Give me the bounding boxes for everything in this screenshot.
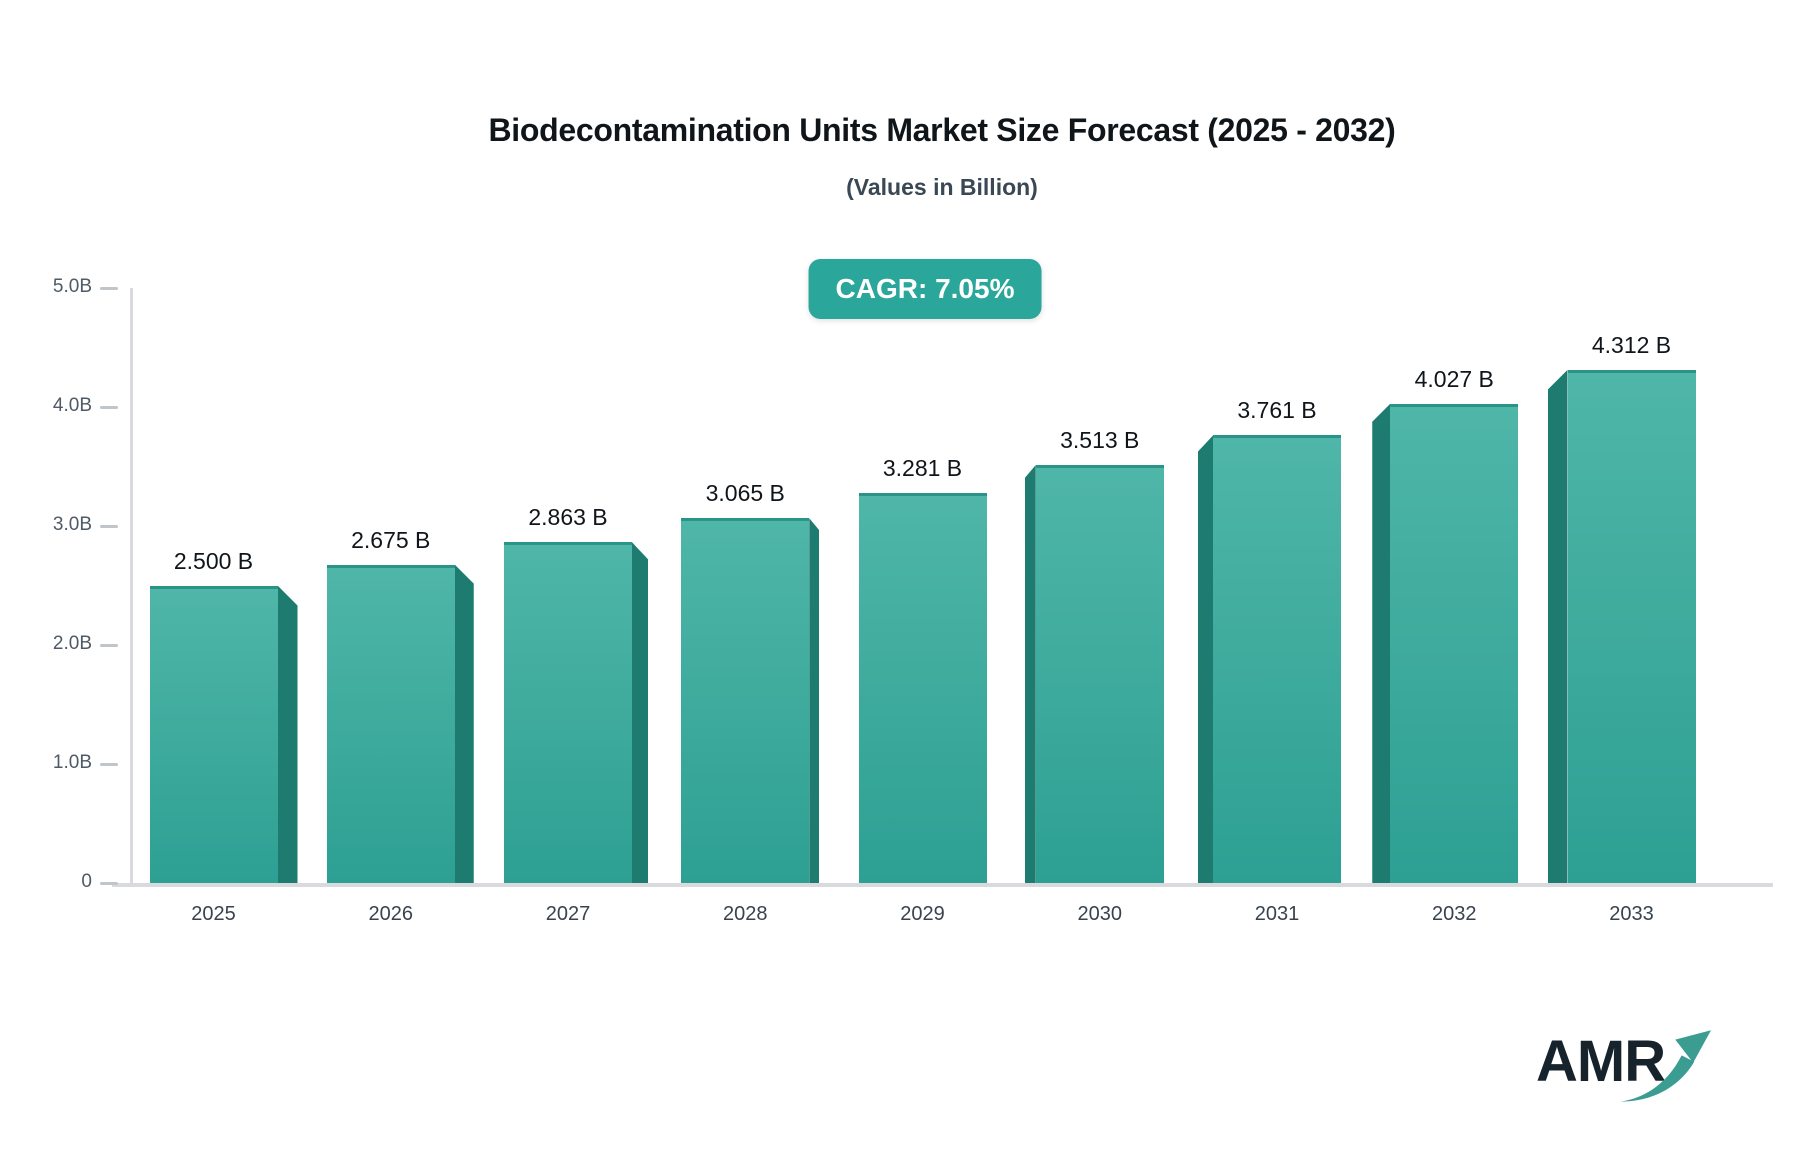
bar-depth-side — [1372, 403, 1391, 883]
y-tick-dash — [100, 406, 118, 409]
x-axis-line — [112, 883, 1773, 887]
bar-value-label: 3.513 B — [1060, 426, 1140, 453]
x-tick-label: 2030 — [1077, 903, 1123, 925]
bar-value-label: 3.761 B — [1237, 397, 1317, 424]
bar-depth-side — [1198, 435, 1213, 883]
bar-front-face — [504, 542, 632, 883]
bar-value-label: 2.863 B — [528, 504, 608, 531]
x-tick-label: 2031 — [1254, 903, 1300, 925]
bar-front-face — [326, 564, 455, 883]
x-tick-label: 2027 — [545, 903, 591, 925]
bar-2029 — [858, 492, 987, 883]
bar-value-label: 2.500 B — [173, 547, 254, 574]
bar-front-face — [149, 585, 278, 883]
cagr-badge: CAGR: 7.05% — [808, 259, 1042, 319]
amr-logo-text: AMR — [1536, 1029, 1666, 1094]
bar-depth-side — [632, 542, 648, 883]
bar-depth-side — [277, 585, 298, 883]
bar-2032 — [1372, 403, 1519, 883]
y-tick-label: 0 — [81, 871, 92, 892]
x-tick-label: 2029 — [900, 903, 945, 925]
y-tick-dash — [100, 525, 118, 528]
y-tick-label: 3.0B — [52, 514, 92, 535]
chart-title: Biodecontamination Units Market Size For… — [488, 112, 1396, 148]
x-tick-label: 2033 — [1609, 903, 1654, 925]
bar-front-face — [681, 518, 810, 883]
bar-depth-side — [454, 564, 474, 883]
bar-front-face — [1035, 464, 1164, 883]
chart-subtitle: (Values in Billion) — [846, 174, 1038, 200]
bar-front-face — [858, 492, 987, 883]
bar-value-label: 4.027 B — [1414, 365, 1494, 392]
bar-2027 — [504, 542, 648, 883]
bar-2028 — [681, 518, 820, 883]
y-tick-label: 4.0B — [52, 395, 92, 416]
bar-depth-side — [1547, 369, 1568, 883]
growth-arrow-icon — [1620, 1030, 1711, 1102]
x-tick-label: 2032 — [1432, 903, 1477, 925]
y-tick-dash — [100, 644, 118, 647]
y-tick-label: 2.0B — [52, 633, 92, 654]
x-tick-label: 2025 — [191, 903, 236, 925]
amr-logo: AMR — [1536, 1029, 1736, 1122]
bar-depth-side — [809, 518, 820, 883]
bar-front-face — [1390, 403, 1519, 883]
bar-value-label: 3.065 B — [705, 480, 785, 507]
bar-2031 — [1198, 435, 1341, 883]
bar-2030 — [1024, 464, 1164, 883]
bar-front-face — [1213, 435, 1341, 883]
bar-front-face — [1567, 369, 1696, 883]
y-tick-dash — [100, 287, 118, 290]
bar-value-label: 4.312 B — [1591, 331, 1672, 358]
x-tick-label: 2026 — [368, 903, 414, 925]
bar-value-label: 3.281 B — [882, 454, 963, 481]
bar-2026 — [326, 564, 474, 883]
y-tick-label: 1.0B — [52, 752, 92, 773]
x-tick-label: 2028 — [723, 903, 768, 925]
bar-value-label: 2.675 B — [351, 526, 431, 553]
y-axis-line — [130, 288, 133, 885]
bar-2025 — [149, 585, 298, 883]
y-tick-dash — [100, 763, 118, 766]
bar-2033 — [1547, 369, 1696, 883]
y-tick-label: 5.0B — [52, 276, 92, 297]
bar-depth-side — [1024, 464, 1036, 883]
y-tick-dash — [100, 882, 118, 885]
